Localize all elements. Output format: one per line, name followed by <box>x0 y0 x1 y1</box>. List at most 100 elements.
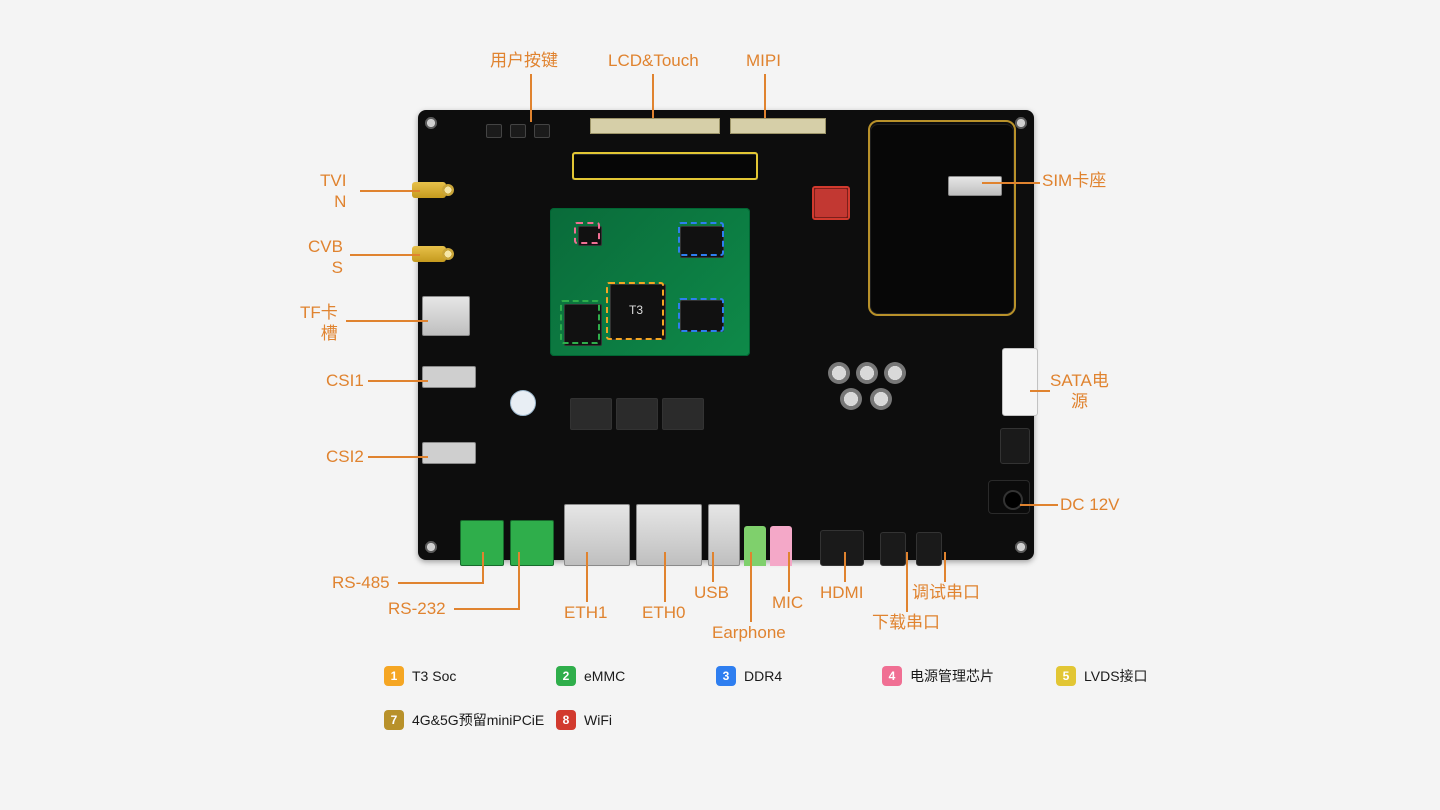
highlight-emmc <box>560 300 600 344</box>
user-button-3-icon <box>534 124 550 138</box>
leader <box>530 74 532 122</box>
eth1-icon <box>564 504 630 566</box>
capacitor-icon <box>884 362 906 384</box>
legend-text: DDR4 <box>744 668 782 684</box>
small-ic-icon <box>662 398 704 430</box>
qc-sticker-icon <box>510 390 536 416</box>
csi1-fpc-icon <box>422 366 476 388</box>
label-mic: MIC <box>772 592 803 613</box>
leader <box>346 320 428 322</box>
label-dl-serial: 下载串口 <box>872 612 940 633</box>
label-rs485: RS-485 <box>332 572 390 593</box>
legend-item-8: 8 WiFi <box>556 710 612 730</box>
leader <box>454 608 520 610</box>
leader <box>906 552 908 612</box>
leader <box>712 552 714 582</box>
leader <box>750 552 752 622</box>
capacitor-icon <box>840 388 862 410</box>
small-ic-icon <box>570 398 612 430</box>
legend-text: WiFi <box>584 712 612 728</box>
label-earphone: Earphone <box>712 622 786 643</box>
label-sim: SIM卡座 <box>1042 170 1106 191</box>
legend-item-4: 4 电源管理芯片 <box>882 666 994 686</box>
label-sata: SATA电 源 <box>1050 370 1109 413</box>
leader <box>368 380 428 382</box>
label-tf: TF卡 槽 <box>300 302 338 345</box>
leader <box>586 552 588 602</box>
leader <box>1020 504 1058 506</box>
hdmi-icon <box>820 530 864 566</box>
capacitor-icon <box>856 362 878 384</box>
leader <box>982 182 1040 184</box>
leader <box>1030 390 1050 392</box>
highlight-soc <box>606 282 664 340</box>
dc-jack-icon <box>988 480 1030 514</box>
mounting-hole-br-icon <box>1014 540 1028 554</box>
leader <box>368 456 428 458</box>
mounting-hole-bl-icon <box>424 540 438 554</box>
label-lcd-touch: LCD&Touch <box>608 50 699 71</box>
highlight-pmic <box>574 222 600 244</box>
capacitor-icon <box>870 388 892 410</box>
highlight-wifi <box>812 186 850 220</box>
legend-item-2: 2 eMMC <box>556 666 625 686</box>
legend-num-icon: 5 <box>1056 666 1076 686</box>
label-eth1: ETH1 <box>564 602 607 623</box>
earphone-jack-icon <box>744 526 766 566</box>
download-serial-icon <box>880 532 906 566</box>
capacitor-icon <box>828 362 850 384</box>
label-cvbs: CVB S <box>308 236 343 279</box>
legend-num-icon: 2 <box>556 666 576 686</box>
label-tvin: TVI N <box>320 170 346 213</box>
eth0-icon <box>636 504 702 566</box>
highlight-ddr-a <box>678 222 724 256</box>
legend-item-7: 7 4G&5G预留miniPCiE <box>384 710 544 730</box>
highlight-minipcie <box>868 120 1016 316</box>
highlight-lvds <box>572 152 758 180</box>
leader <box>664 552 666 602</box>
debug-serial-icon <box>916 532 942 566</box>
label-mipi: MIPI <box>746 50 781 71</box>
user-button-2-icon <box>510 124 526 138</box>
legend-text: 4G&5G预留miniPCiE <box>412 710 544 730</box>
leader <box>764 74 766 118</box>
legend-item-1: 1 T3 Soc <box>384 666 456 686</box>
legend-text: LVDS接口 <box>1084 666 1148 686</box>
legend-text: 电源管理芯片 <box>910 666 994 686</box>
legend-num-icon: 8 <box>556 710 576 730</box>
user-button-1-icon <box>486 124 502 138</box>
label-usb: USB <box>694 582 729 603</box>
leader <box>844 552 846 582</box>
small-ic-icon <box>616 398 658 430</box>
mounting-hole-tr-icon <box>1014 116 1028 130</box>
leader <box>944 552 946 582</box>
leader <box>398 582 484 584</box>
highlight-ddr-b <box>678 298 724 332</box>
legend-num-icon: 7 <box>384 710 404 730</box>
legend-num-icon: 3 <box>716 666 736 686</box>
legend-item-5: 5 LVDS接口 <box>1056 666 1148 686</box>
legend-num-icon: 4 <box>882 666 902 686</box>
leader <box>788 552 790 592</box>
label-rs232: RS-232 <box>388 598 446 619</box>
power-switch-icon <box>1000 428 1030 464</box>
leader <box>652 74 654 118</box>
leader <box>518 552 520 610</box>
diagram-root: /* filled visually below */ <box>0 0 1440 810</box>
legend-item-3: 3 DDR4 <box>716 666 782 686</box>
fpc-lcd-icon <box>590 118 720 134</box>
legend-text: eMMC <box>584 668 625 684</box>
rs232-terminal-icon <box>510 520 554 566</box>
sata-power-icon <box>1002 348 1038 416</box>
label-csi1: CSI1 <box>326 370 364 391</box>
label-dc12: DC 12V <box>1060 494 1120 515</box>
legend-num-icon: 1 <box>384 666 404 686</box>
label-user-btn: 用户按键 <box>490 50 558 71</box>
label-hdmi: HDMI <box>820 582 863 603</box>
tf-slot-icon <box>422 296 470 336</box>
leader <box>482 552 484 584</box>
legend-text: T3 Soc <box>412 668 456 684</box>
csi2-fpc-icon <box>422 442 476 464</box>
label-csi2: CSI2 <box>326 446 364 467</box>
label-dbg-serial: 调试串口 <box>912 582 980 603</box>
